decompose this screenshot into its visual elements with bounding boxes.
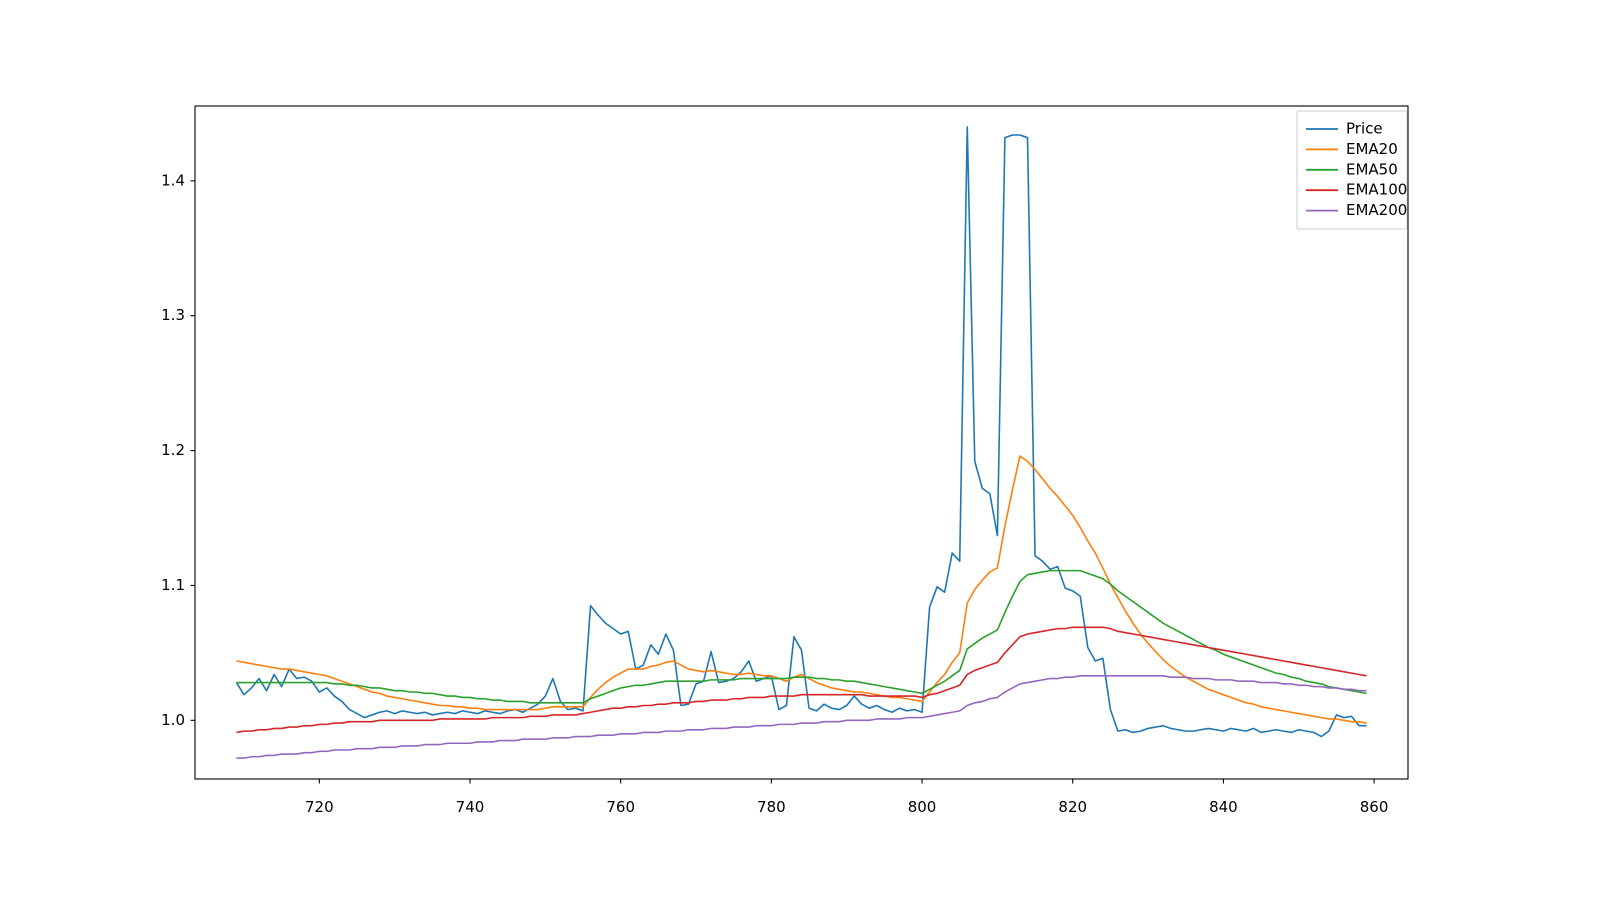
x-tick-label: 800 [908,798,937,816]
legend-background [1296,110,1408,230]
legend-label-ema20[interactable]: EMA20 [1346,140,1398,158]
data-series-group [235,126,1367,759]
plot-border [194,105,1409,780]
y-tick-label: 1.2 [161,441,185,459]
series-line-ema20 [236,455,1367,724]
x-tick-label: 860 [1360,798,1389,816]
axes-frame [194,105,1409,780]
y-tick-label: 1.4 [161,171,185,189]
chart-legend[interactable]: Price EMA20 EMA50 EMA100 EMA200 [1296,110,1408,230]
y-tick-label: 1.1 [161,576,185,594]
x-tick-label: 780 [757,798,786,816]
legend-label-ema100[interactable]: EMA100 [1346,181,1407,199]
series-line-ema50 [236,569,1367,704]
y-tick-label: 1.3 [161,306,185,324]
series-line-price [235,126,1367,738]
x-tick-label: 820 [1058,798,1087,816]
x-tick-label: 740 [456,798,485,816]
y-tick-label: 1.0 [161,711,185,729]
x-axis-ticks: 720 740 760 780 800 820 840 860 [305,779,1388,816]
series-line-ema200 [236,675,1367,759]
legend-label-ema200[interactable]: EMA200 [1346,201,1407,219]
legend-label-price[interactable]: Price [1346,120,1383,138]
y-axis-ticks: 1.0 1.1 1.2 1.3 1.4 [161,171,195,729]
x-tick-label: 840 [1209,798,1238,816]
x-tick-label: 760 [606,798,635,816]
legend-label-ema50[interactable]: EMA50 [1346,160,1398,178]
x-tick-label: 720 [305,798,334,816]
series-line-ema100 [236,626,1367,734]
